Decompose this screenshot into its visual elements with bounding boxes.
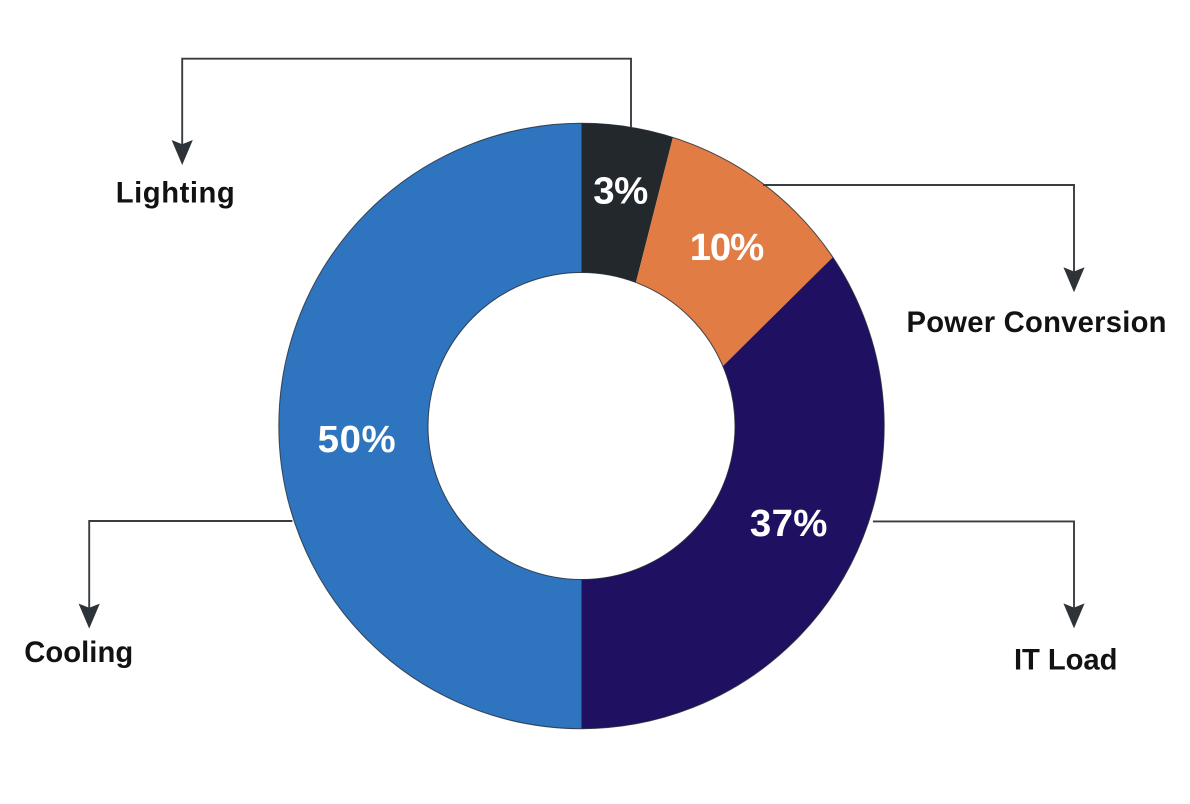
svg-text:50%: 50% [318, 418, 396, 461]
svg-text:3%: 3% [593, 169, 648, 212]
svg-text:Lighting: Lighting [116, 177, 235, 209]
svg-text:IT Load: IT Load [1014, 645, 1118, 677]
svg-text:10%: 10% [690, 226, 765, 269]
svg-text:Cooling: Cooling [24, 637, 133, 669]
svg-text:Power Conversion: Power Conversion [907, 307, 1167, 339]
svg-text:37%: 37% [750, 502, 828, 545]
